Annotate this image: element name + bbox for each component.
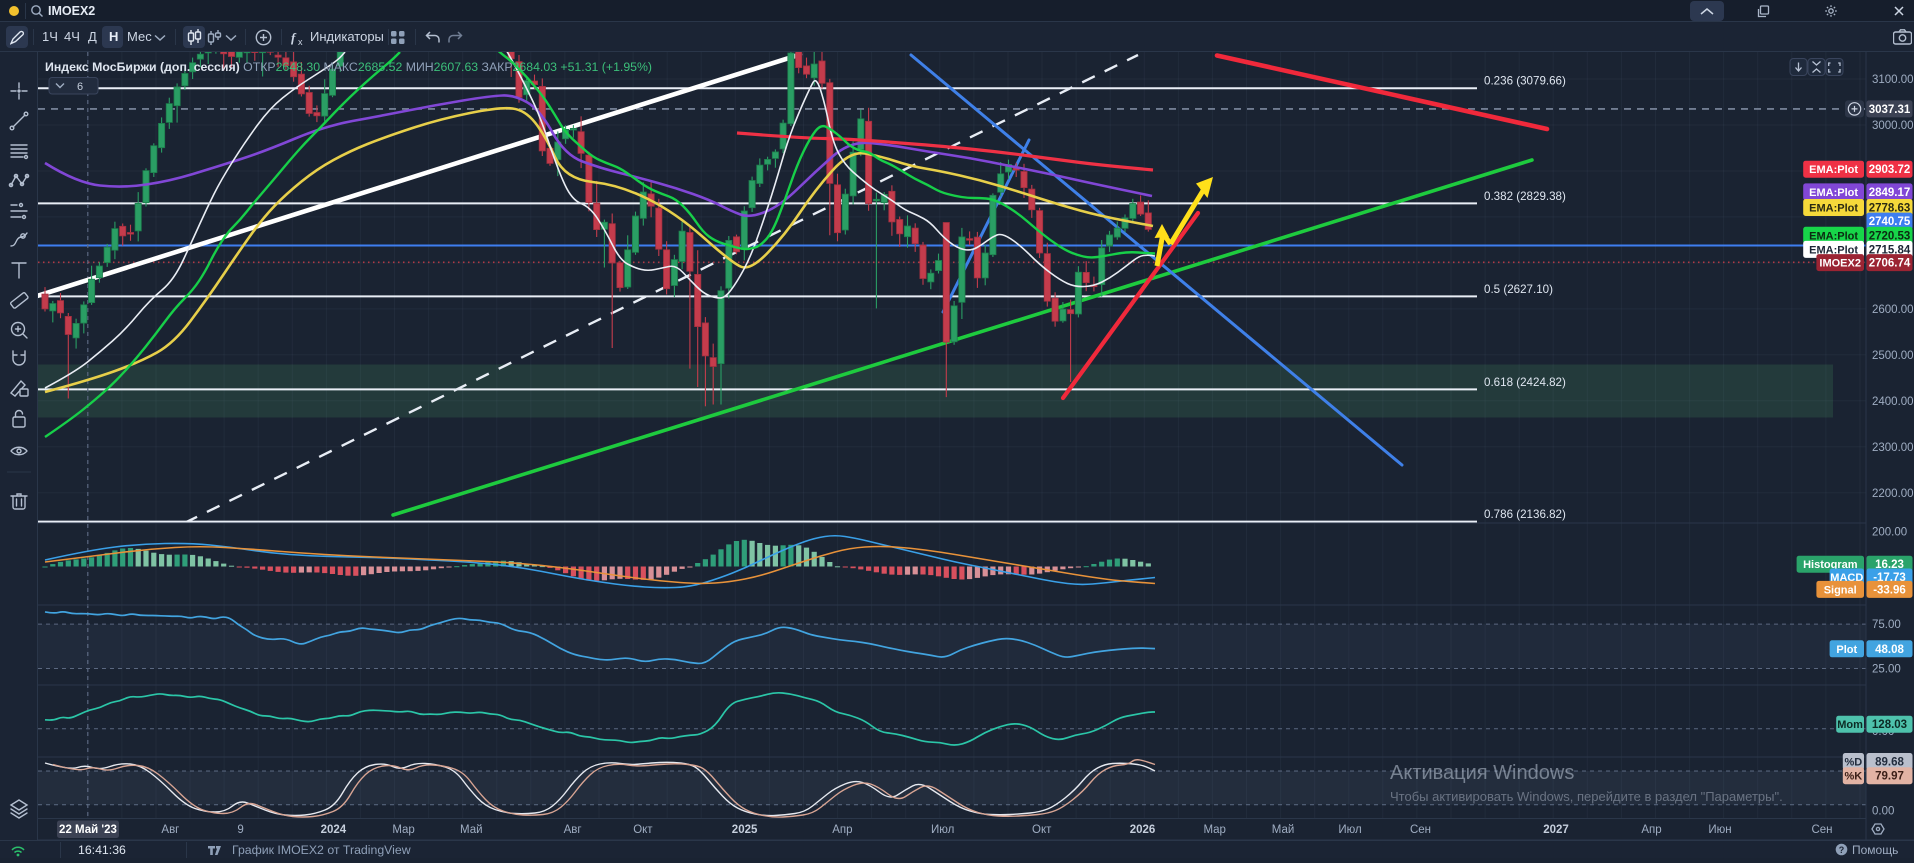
svg-text:Mom: Mom: [1837, 719, 1863, 731]
svg-text:89.68: 89.68: [1875, 757, 1904, 769]
svg-text:Чтобы активировать Windows, пе: Чтобы активировать Windows, перейдите в …: [1390, 789, 1783, 804]
svg-text:?: ?: [1839, 845, 1845, 855]
svg-text:2600.00: 2600.00: [1872, 304, 1914, 316]
svg-text:0.236 (3079.66): 0.236 (3079.66): [1484, 75, 1566, 88]
svg-text:2024: 2024: [321, 824, 347, 836]
svg-text:Июн: Июн: [1708, 824, 1731, 836]
svg-text:2400.00: 2400.00: [1872, 396, 1914, 408]
svg-text:2500.00: 2500.00: [1872, 350, 1914, 362]
svg-text:25.00: 25.00: [1872, 664, 1901, 676]
svg-text:%D: %D: [1845, 757, 1863, 769]
svg-text:-33.96: -33.96: [1873, 584, 1906, 596]
svg-text:2715.84: 2715.84: [1869, 244, 1911, 256]
svg-text:3037.31: 3037.31: [1869, 104, 1911, 116]
svg-text:f: f: [291, 30, 297, 45]
svg-text:128.03: 128.03: [1872, 719, 1907, 731]
svg-text:2720.53: 2720.53: [1869, 230, 1911, 242]
svg-text:2778.63: 2778.63: [1869, 203, 1911, 215]
svg-text:0.00: 0.00: [1872, 806, 1894, 818]
svg-text:EMA:Plot: EMA:Plot: [1809, 230, 1858, 242]
svg-text:EMA:Plot: EMA:Plot: [1809, 164, 1858, 176]
svg-text:22 Май '23: 22 Май '23: [59, 824, 117, 836]
svg-text:EMA:Plot: EMA:Plot: [1809, 203, 1858, 215]
svg-text:2706.74: 2706.74: [1869, 258, 1911, 270]
svg-text:79.97: 79.97: [1875, 771, 1904, 783]
svg-text:75.00: 75.00: [1872, 619, 1901, 631]
svg-text:0.5 (2627.10): 0.5 (2627.10): [1484, 283, 1553, 296]
svg-text:Сен: Сен: [1410, 824, 1431, 836]
svg-text:Окт: Окт: [633, 824, 653, 836]
svg-text:Июл: Июл: [931, 824, 954, 836]
svg-text:2027: 2027: [1543, 824, 1569, 836]
svg-text:%K: %K: [1845, 771, 1863, 783]
svg-text:Мар: Мар: [1203, 824, 1226, 836]
svg-text:Апр: Апр: [832, 824, 852, 836]
svg-text:Май: Май: [1272, 824, 1295, 836]
svg-text:3000.00: 3000.00: [1872, 120, 1914, 132]
svg-text:2903.72: 2903.72: [1869, 164, 1911, 176]
svg-text:16.23: 16.23: [1875, 559, 1904, 571]
svg-text:Авг: Авг: [564, 824, 582, 836]
svg-text:Индекс МосБиржи (доп. сессия): Индекс МосБиржи (доп. сессия) ОТКР2648.3…: [45, 60, 652, 74]
svg-text:EMA:Plot: EMA:Plot: [1809, 244, 1858, 256]
svg-text:IMOEX2: IMOEX2: [1819, 258, 1861, 270]
svg-text:48.08: 48.08: [1875, 644, 1904, 656]
svg-text:Мар: Мар: [392, 824, 415, 836]
svg-text:Май: Май: [460, 824, 483, 836]
svg-text:0.786 (2136.82): 0.786 (2136.82): [1484, 508, 1566, 521]
svg-text:2025: 2025: [732, 824, 758, 836]
svg-text:Plot: Plot: [1836, 644, 1857, 656]
svg-text:Сен: Сен: [1811, 824, 1832, 836]
svg-text:Авг: Авг: [161, 824, 179, 836]
svg-text:6: 6: [77, 81, 83, 93]
svg-text:Активация Windows: Активация Windows: [1390, 762, 1574, 784]
svg-text:3100.00: 3100.00: [1872, 74, 1914, 86]
svg-text:200.00: 200.00: [1872, 527, 1907, 539]
svg-text:0.618 (2424.82): 0.618 (2424.82): [1484, 376, 1566, 389]
svg-text:Апр: Апр: [1641, 824, 1661, 836]
svg-text:Июл: Июл: [1338, 824, 1361, 836]
svg-text:9: 9: [237, 824, 243, 836]
svg-text:2200.00: 2200.00: [1872, 488, 1914, 500]
svg-text:2849.17: 2849.17: [1869, 187, 1911, 199]
svg-text:EMA:Plot: EMA:Plot: [1809, 187, 1858, 199]
svg-text:Окт: Окт: [1032, 824, 1052, 836]
svg-text:2026: 2026: [1130, 824, 1156, 836]
svg-text:0.382 (2829.38): 0.382 (2829.38): [1484, 190, 1566, 203]
svg-text:Histogram: Histogram: [1803, 559, 1858, 571]
svg-text:2740.75: 2740.75: [1869, 216, 1911, 228]
svg-text:Signal: Signal: [1824, 584, 1857, 596]
svg-text:x: x: [298, 37, 303, 46]
svg-text:2300.00: 2300.00: [1872, 442, 1914, 454]
